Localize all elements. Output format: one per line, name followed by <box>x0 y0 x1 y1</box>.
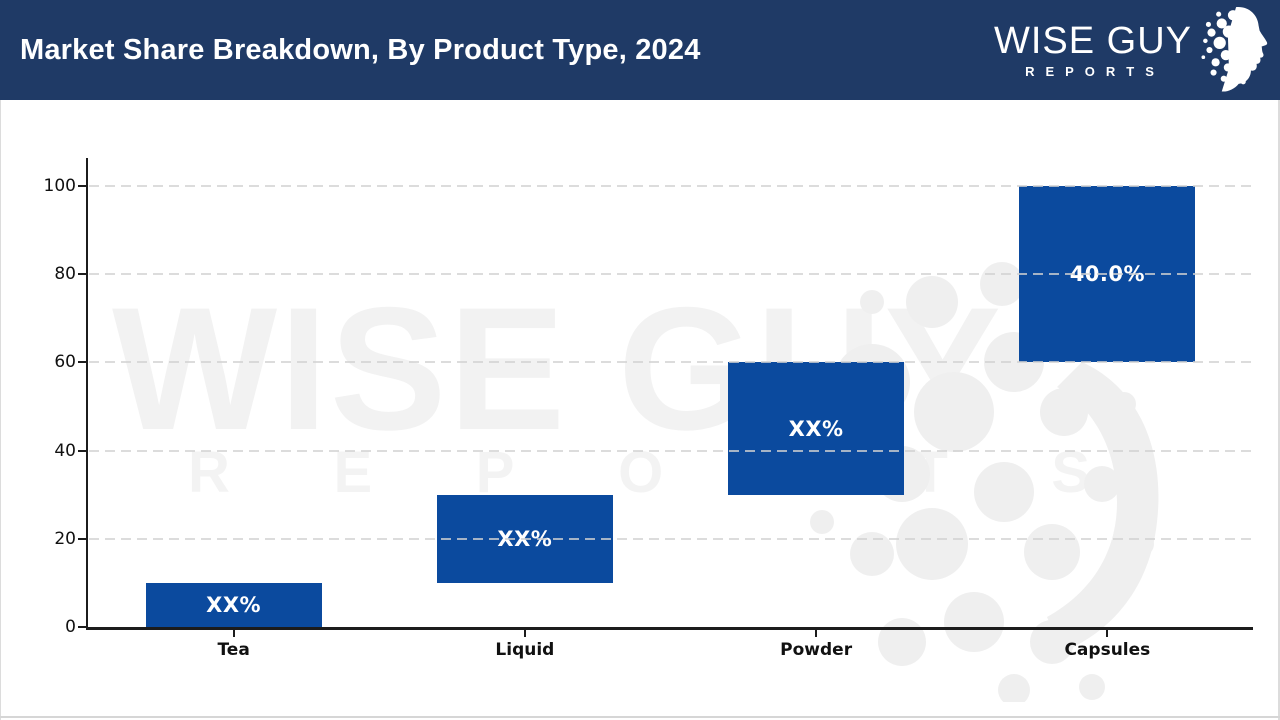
y-tick-40 <box>78 449 86 452</box>
y-tick-label-80: 80 <box>54 264 76 285</box>
logo-wordmark: WISE GUY REPORTS <box>994 22 1192 79</box>
y-axis-spine <box>86 158 88 630</box>
y-tick-label-20: 20 <box>54 528 76 549</box>
gridline-y20 <box>89 537 1253 540</box>
bottom-border <box>0 716 1280 718</box>
gridline-y100 <box>89 185 1253 187</box>
header-bar: Market Share Breakdown, By Product Type,… <box>0 0 1280 100</box>
x-category-label-tea: Tea <box>217 640 250 660</box>
left-border <box>0 100 1 720</box>
x-category-label-liquid: Liquid <box>495 640 555 660</box>
y-tick-60 <box>78 361 86 364</box>
x-tick-powder <box>815 630 818 637</box>
y-tick-label-100: 100 <box>43 176 76 196</box>
logo-line2: REPORTS <box>1025 63 1165 79</box>
y-tick-label-60: 60 <box>54 352 76 373</box>
gridline-y80 <box>89 273 1253 276</box>
y-tick-0 <box>78 626 86 628</box>
x-tick-liquid <box>523 630 526 637</box>
y-tick-80 <box>78 273 86 276</box>
y-tick-label-40: 40 <box>54 440 76 461</box>
y-tick-100 <box>78 185 86 187</box>
right-border <box>1278 100 1280 720</box>
logo-line1: WISE GUY <box>993 19 1192 62</box>
x-tick-tea <box>232 630 235 637</box>
gridline-y60 <box>89 361 1253 364</box>
wiseguy-logo: WISE GUY REPORTS <box>994 4 1270 96</box>
y-tick-label-0: 0 <box>65 617 76 637</box>
y-tick-20 <box>78 537 86 540</box>
wiseguy-head-icon <box>1196 4 1270 96</box>
x-axis-spine <box>86 627 1253 630</box>
page-title: Market Share Breakdown, By Product Type,… <box>20 33 701 66</box>
bar-value-label: XX% <box>788 416 844 441</box>
x-category-label-powder: Powder <box>780 640 853 660</box>
x-category-label-capsules: Capsules <box>1064 640 1151 660</box>
bar-value-label: XX% <box>206 592 262 617</box>
gridline-y40 <box>89 449 1253 452</box>
x-tick-capsules <box>1106 630 1109 637</box>
watermark-reports-text: R E P O R T S <box>188 440 1137 505</box>
bar-powder: XX% <box>728 362 905 495</box>
bar-tea: XX% <box>145 582 322 627</box>
